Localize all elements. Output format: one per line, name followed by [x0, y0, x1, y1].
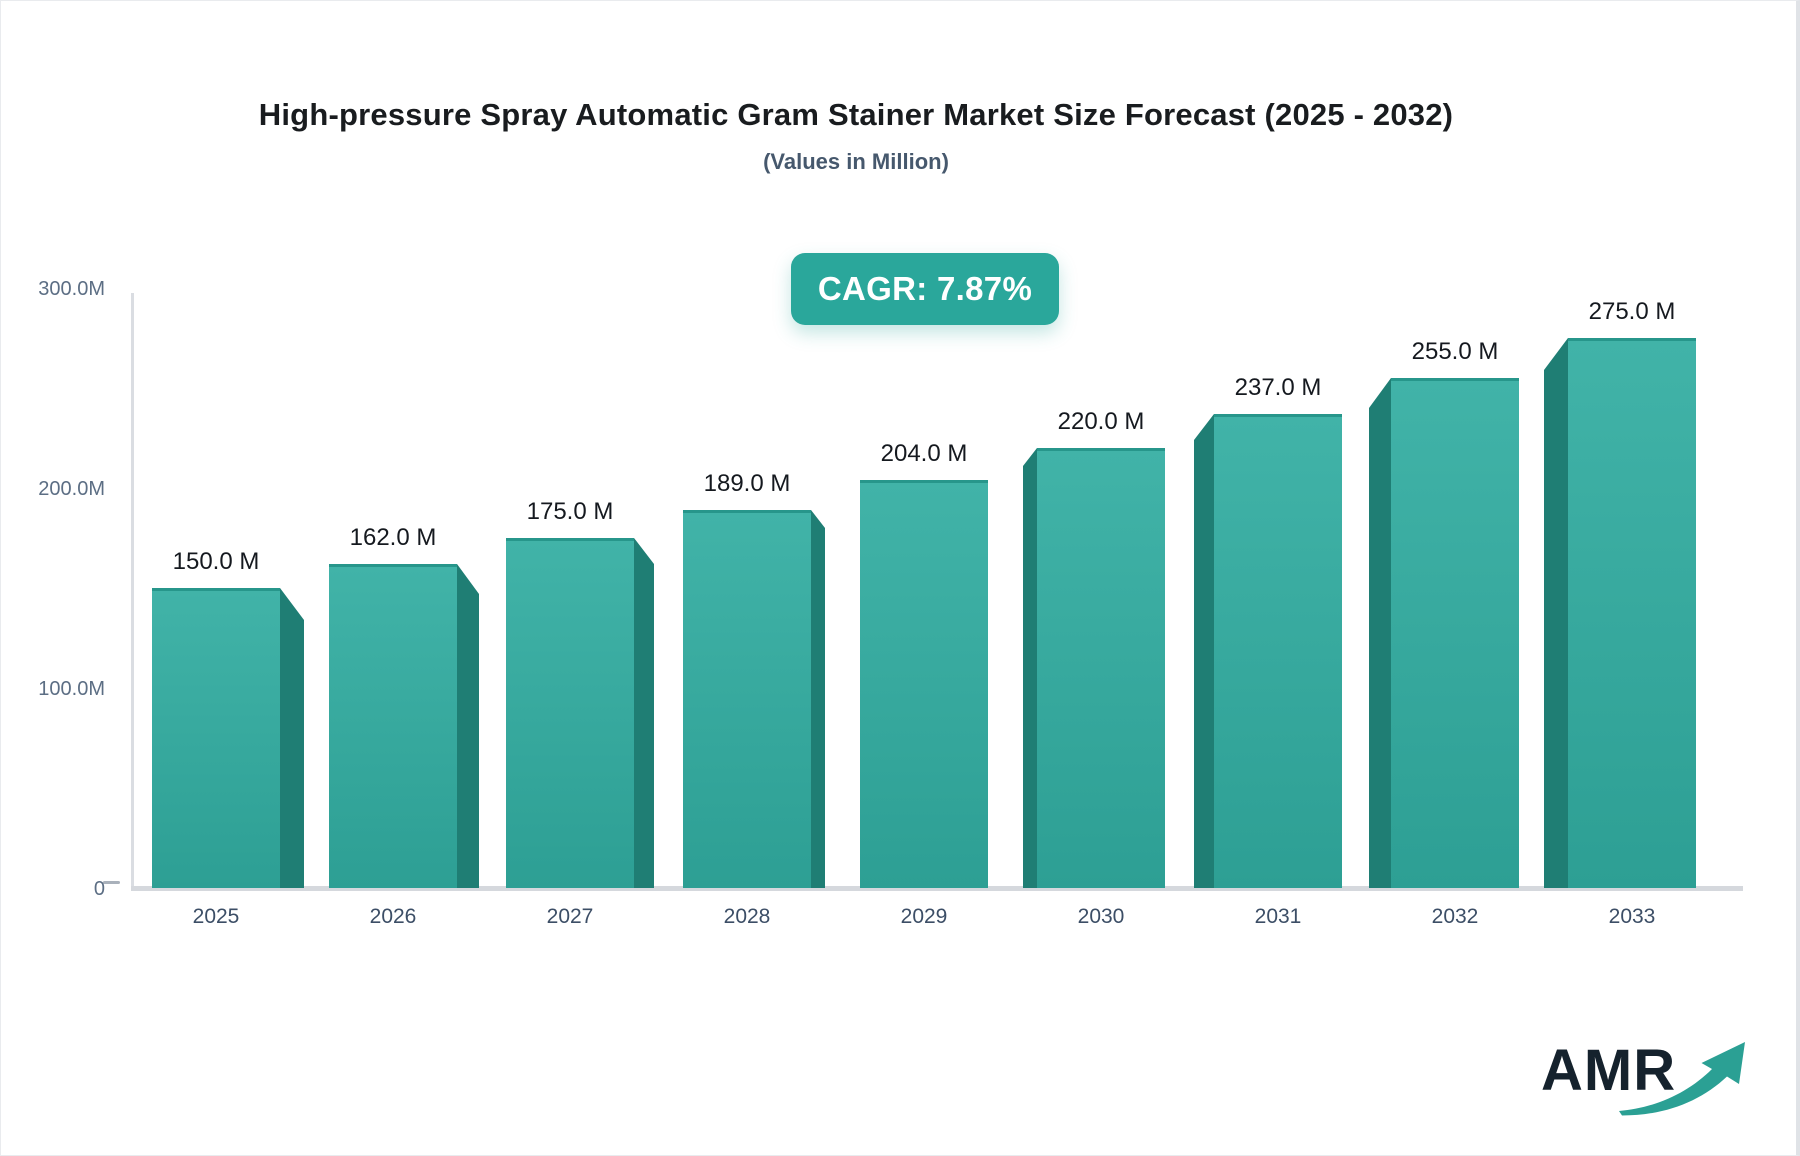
x-axis-label-2025: 2025 [192, 905, 240, 928]
x-axis-label-2032: 2032 [1431, 905, 1479, 928]
bar-value-label: 162.0 M [349, 524, 437, 551]
bar-3d-side [1544, 338, 1568, 888]
bar-2033 [1568, 338, 1696, 888]
x-axis-label-2026: 2026 [369, 905, 417, 928]
y-axis-label: 0 [93, 878, 105, 900]
amr-logo-text: AMR [1541, 1038, 1677, 1103]
bar-value-label: 175.0 M [526, 498, 614, 525]
bar-value-label: 275.0 M [1588, 298, 1676, 325]
x-axis-label-2027: 2027 [546, 905, 594, 928]
x-axis-line [131, 886, 1743, 891]
x-axis-label-2029: 2029 [900, 905, 948, 928]
bar-2030 [1037, 448, 1165, 888]
x-axis-label-2028: 2028 [723, 905, 771, 928]
growth-arrow-icon [1619, 1042, 1745, 1116]
y-axis-line [131, 293, 134, 889]
bar-3d-side [811, 510, 825, 888]
bar-2031 [1214, 414, 1342, 888]
bar-2027 [506, 538, 634, 888]
bar-3d-side [634, 538, 654, 888]
bar-value-label: 220.0 M [1057, 408, 1145, 435]
cagr-badge: CAGR: 7.87% [791, 253, 1059, 325]
bar-3d-side [1023, 448, 1037, 888]
bar-value-label: 189.0 M [703, 470, 791, 497]
bar-value-label: 237.0 M [1234, 374, 1322, 401]
bar-2028 [683, 510, 811, 888]
zero-tick-mark [103, 881, 120, 884]
bar-value-label: 150.0 M [172, 548, 260, 575]
bar-value-label: 255.0 M [1411, 338, 1499, 365]
bar-2032 [1391, 378, 1519, 888]
bar-2029 [860, 480, 988, 888]
y-axis-label: 100.0M [38, 678, 105, 700]
amr-logo: AMR [1541, 1037, 1781, 1127]
x-axis-label-2033: 2033 [1608, 905, 1656, 928]
bar-value-label: 204.0 M [880, 440, 968, 467]
bar-3d-side [457, 564, 479, 888]
bar-3d-side [1194, 414, 1214, 888]
chart-subtitle: (Values in Million) [763, 149, 949, 174]
chart-title: High-pressure Spray Automatic Gram Stain… [258, 97, 1454, 132]
bar-2025 [152, 588, 280, 888]
bar-3d-side [280, 588, 304, 888]
x-axis-label-2031: 2031 [1254, 905, 1302, 928]
bar-3d-side [1369, 378, 1391, 888]
x-axis-label-2030: 2030 [1077, 905, 1125, 928]
cagr-badge-label: CAGR: 7.87% [817, 270, 1033, 307]
y-axis-label: 300.0M [38, 278, 105, 300]
bar-2026 [329, 564, 457, 888]
y-axis-label: 200.0M [38, 478, 105, 500]
